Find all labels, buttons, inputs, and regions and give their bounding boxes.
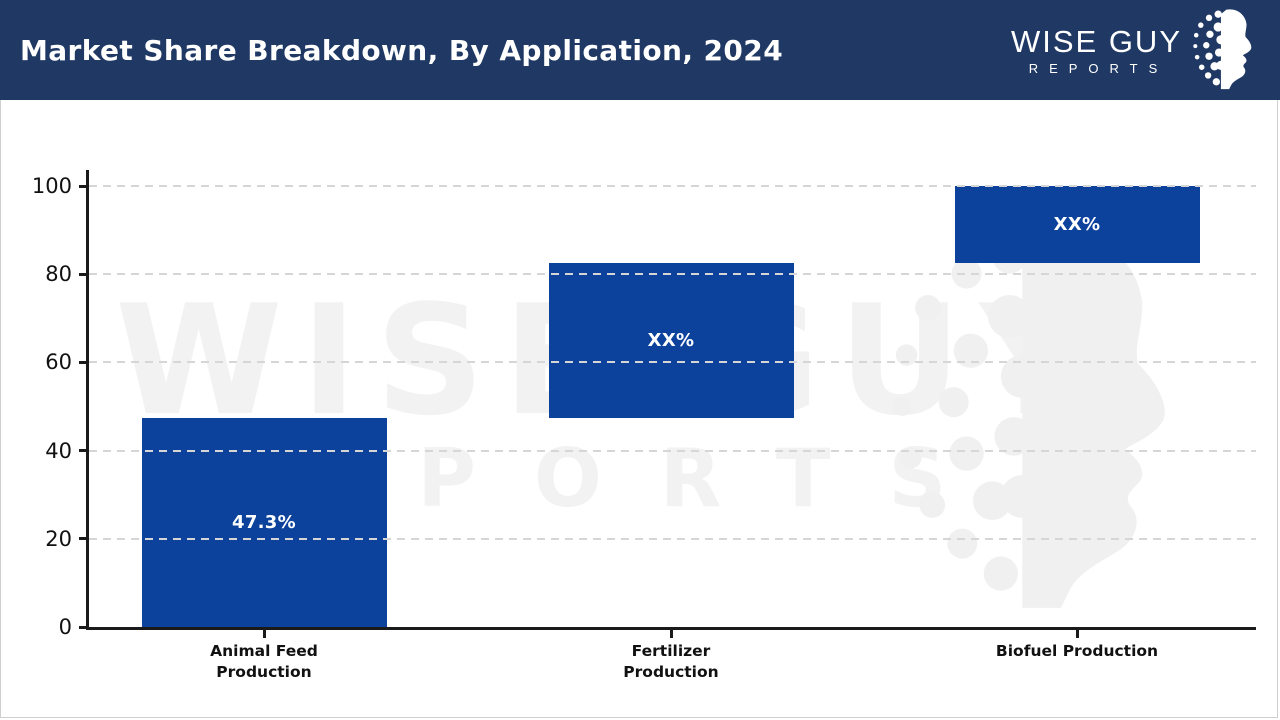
chart-title: Market Share Breakdown, By Application, … [20,33,784,67]
logo-subtitle: REPORTS [1028,60,1169,76]
logo-wordmark: WISE GUY [1010,23,1182,59]
dotted-head-icon [1188,5,1252,95]
watermark-head-icon [868,222,1168,612]
header-bar: Market Share Breakdown, By Application, … [0,0,1280,100]
wise-guy-reports-logo: WISE GUY REPORTS [1011,5,1252,95]
logo-text: WISE GUY REPORTS [1011,26,1182,75]
